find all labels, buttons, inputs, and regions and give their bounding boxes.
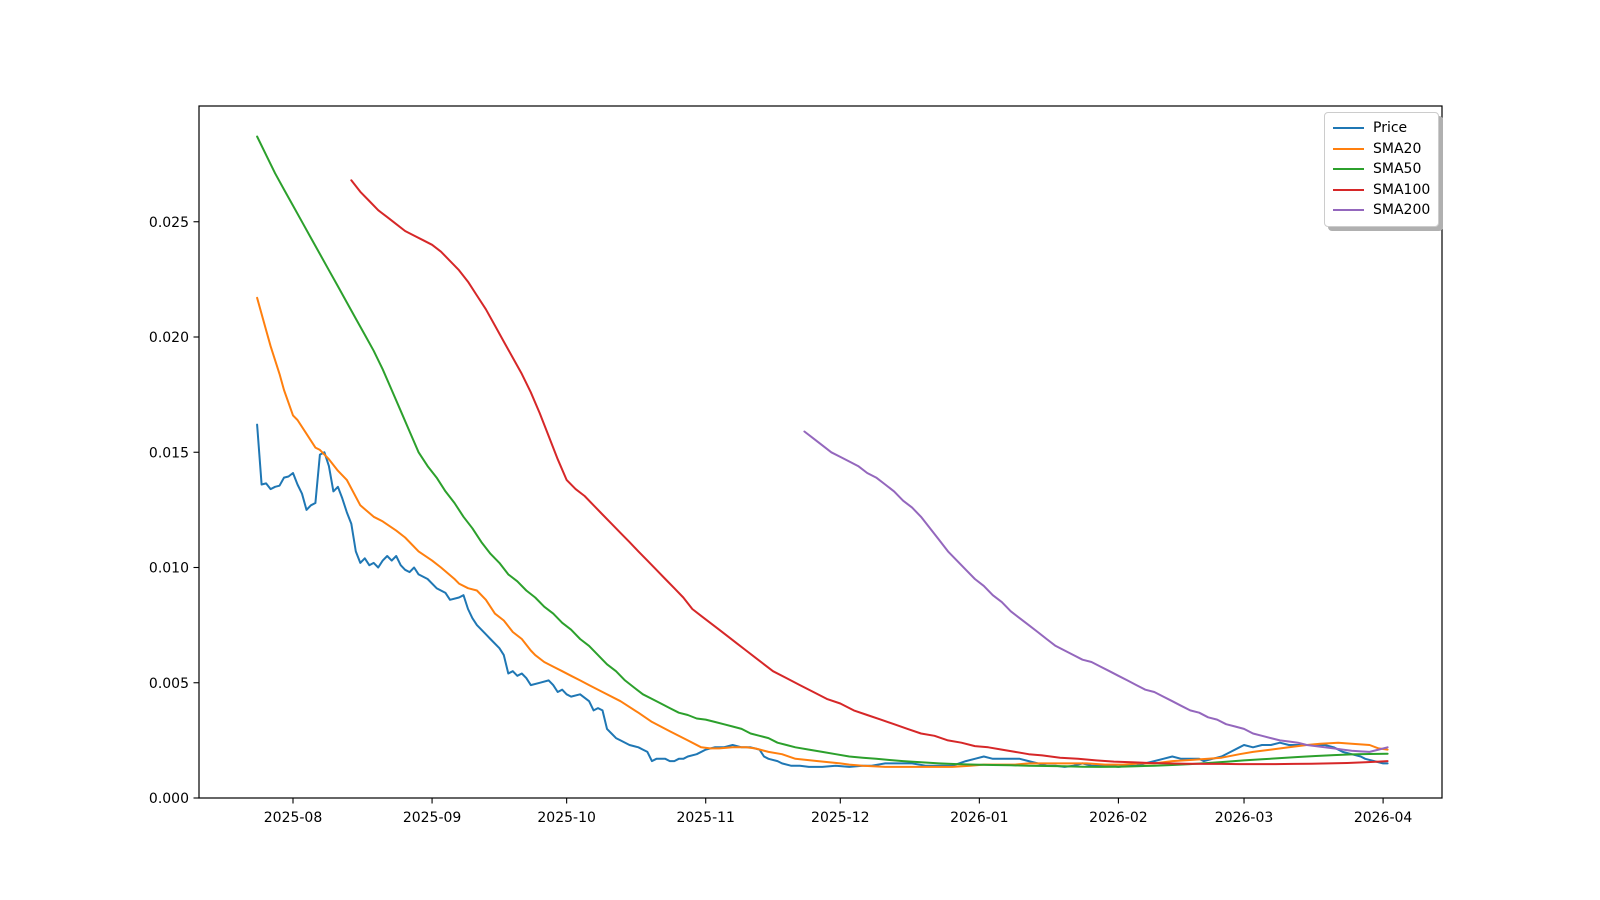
legend-entry-sma20: SMA20 bbox=[1333, 139, 1430, 160]
y-tick-label: 0.015 bbox=[149, 445, 189, 461]
y-tick-label: 0.000 bbox=[149, 791, 189, 807]
x-tick-label: 2025-09 bbox=[403, 810, 462, 826]
series-line-sma200 bbox=[803, 430, 1389, 753]
y-tick-label: 0.025 bbox=[149, 215, 189, 231]
x-tick-label: 2026-01 bbox=[950, 810, 1009, 826]
axes-frame bbox=[198, 105, 1443, 799]
legend-label: SMA200 bbox=[1373, 202, 1431, 218]
legend-entry-sma100: SMA100 bbox=[1333, 180, 1430, 201]
x-tick-label: 2025-11 bbox=[676, 810, 735, 826]
series-line-sma50 bbox=[256, 135, 1389, 768]
y-tick-label: 0.010 bbox=[149, 561, 189, 577]
legend-label: Price bbox=[1373, 120, 1408, 136]
x-tick-label: 2025-12 bbox=[811, 810, 870, 826]
legend-entry-sma50: SMA50 bbox=[1333, 159, 1430, 180]
legend-line-sample bbox=[1333, 147, 1364, 150]
legend-entry-sma200: SMA200 bbox=[1333, 200, 1430, 221]
series-line-sma100 bbox=[350, 179, 1389, 766]
legend-label: SMA20 bbox=[1373, 140, 1422, 157]
x-tick-label: 2026-04 bbox=[1354, 810, 1413, 826]
y-tick-label: 0.005 bbox=[149, 676, 189, 692]
legend: Price SMA20 SMA50 SMA100 SMA200 bbox=[1324, 112, 1440, 227]
legend-line-sample bbox=[1333, 168, 1364, 171]
legend-label: SMA100 bbox=[1373, 181, 1431, 198]
legend-line-sample bbox=[1333, 209, 1364, 212]
x-tick-label: 2026-02 bbox=[1089, 810, 1148, 826]
legend-label: SMA50 bbox=[1373, 161, 1422, 177]
y-tick-label: 0.020 bbox=[149, 330, 189, 346]
legend-entry-price: Price bbox=[1333, 118, 1430, 139]
legend-line-sample bbox=[1333, 127, 1364, 130]
x-tick-label: 2026-03 bbox=[1215, 810, 1274, 826]
legend-line-sample bbox=[1333, 188, 1364, 191]
x-tick-label: 2025-08 bbox=[264, 810, 323, 826]
x-tick-label: 2025-10 bbox=[537, 810, 596, 826]
series-line-price bbox=[256, 423, 1389, 768]
